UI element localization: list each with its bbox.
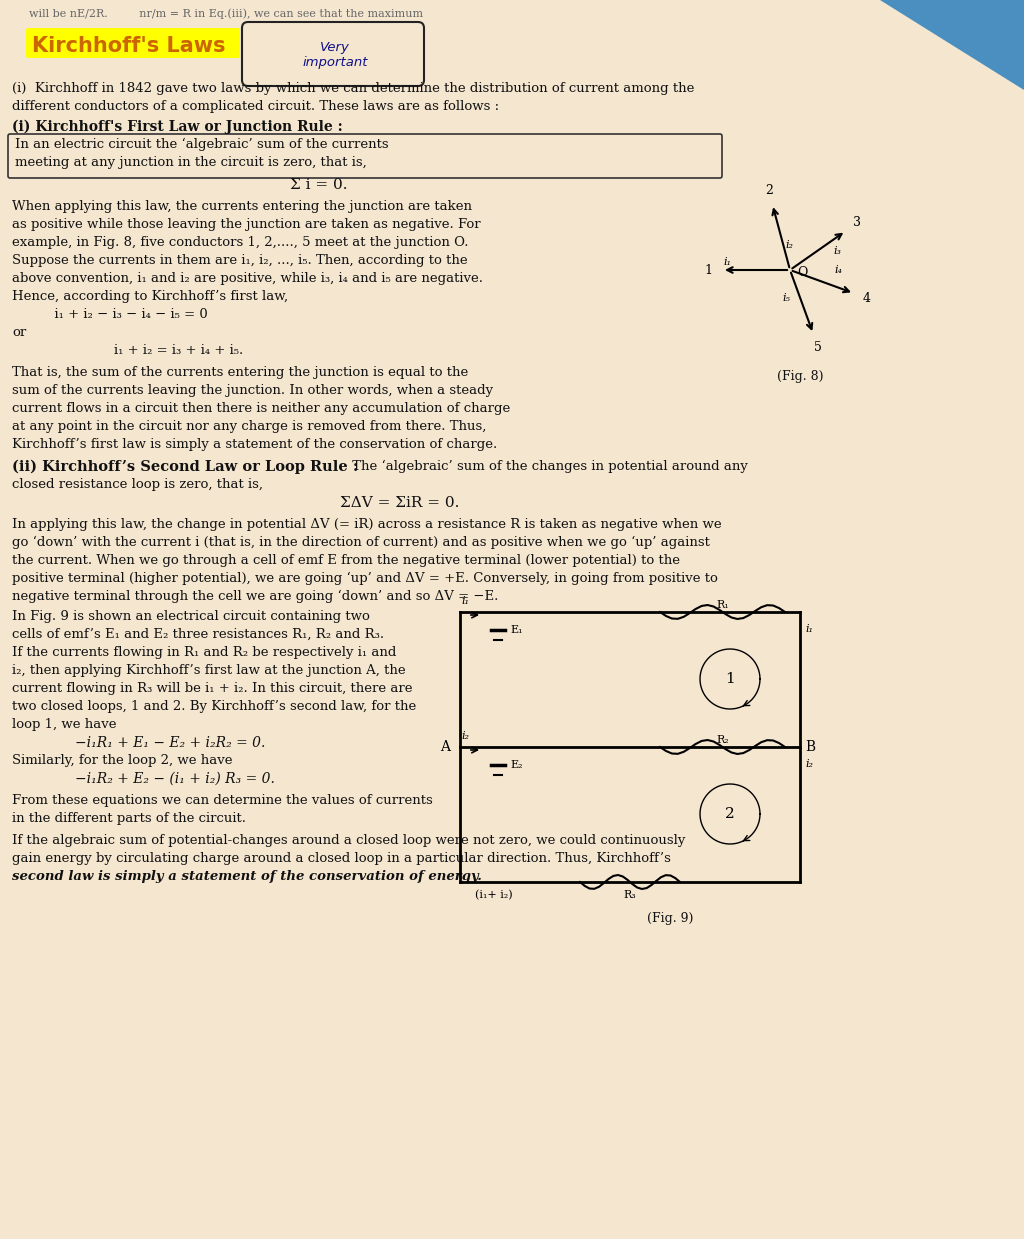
Text: From these equations we can determine the values of currents: From these equations we can determine th…: [12, 794, 433, 807]
Text: two closed loops, 1 and 2. By Kirchhoff’s second law, for the: two closed loops, 1 and 2. By Kirchhoff’…: [12, 700, 416, 712]
Text: E₁: E₁: [510, 624, 522, 636]
Text: Similarly, for the loop 2, we have: Similarly, for the loop 2, we have: [12, 755, 232, 767]
Text: R₃: R₃: [624, 890, 636, 900]
Text: Kirchhoff’s first law is simply a statement of the conservation of charge.: Kirchhoff’s first law is simply a statem…: [12, 439, 498, 451]
FancyBboxPatch shape: [26, 28, 240, 58]
Text: i₃: i₃: [834, 245, 842, 255]
Text: different conductors of a complicated circuit. These laws are as follows :: different conductors of a complicated ci…: [12, 100, 499, 113]
Text: B: B: [805, 740, 815, 755]
Text: E₂: E₂: [510, 760, 522, 769]
Text: In Fig. 9 is shown an electrical circuit containing two: In Fig. 9 is shown an electrical circuit…: [12, 610, 370, 623]
Text: i₁: i₁: [805, 624, 813, 634]
Text: In applying this law, the change in potential ΔV (= iR) across a resistance R is: In applying this law, the change in pote…: [12, 518, 722, 532]
Text: 4: 4: [863, 291, 871, 305]
Text: at any point in the circuit nor any charge is removed from there. Thus,: at any point in the circuit nor any char…: [12, 420, 486, 432]
Text: i₁ + i₂ − i₃ − i₄ − i₅ = 0: i₁ + i₂ − i₃ − i₄ − i₅ = 0: [12, 309, 208, 321]
Text: Kirchhoff's Laws: Kirchhoff's Laws: [32, 36, 225, 56]
Text: −i₁R₂ + E₂ − (i₁ + i₂) R₃ = 0.: −i₁R₂ + E₂ − (i₁ + i₂) R₃ = 0.: [75, 772, 274, 786]
Text: sum of the currents leaving the junction. In other words, when a steady: sum of the currents leaving the junction…: [12, 384, 494, 396]
Text: gain energy by circulating charge around a closed loop in a particular direction: gain energy by circulating charge around…: [12, 852, 671, 865]
Text: meeting at any junction in the circuit is zero, that is,: meeting at any junction in the circuit i…: [15, 156, 367, 169]
Text: 5: 5: [814, 341, 822, 353]
Text: loop 1, we have: loop 1, we have: [12, 717, 117, 731]
Text: (Fig. 9): (Fig. 9): [647, 912, 693, 926]
Text: If the currents flowing in R₁ and R₂ be respectively i₁ and: If the currents flowing in R₁ and R₂ be …: [12, 646, 396, 659]
Text: Very
important: Very important: [302, 41, 368, 69]
Text: ΣΔV = ΣiR = 0.: ΣΔV = ΣiR = 0.: [340, 496, 460, 510]
Text: Hence, according to Kirchhoff’s first law,: Hence, according to Kirchhoff’s first la…: [12, 290, 288, 304]
Text: (ii) Kirchhoff’s Second Law or Loop Rule :: (ii) Kirchhoff’s Second Law or Loop Rule…: [12, 460, 358, 475]
Text: (i₁+ i₂): (i₁+ i₂): [475, 890, 513, 901]
Text: i₂: i₂: [785, 239, 794, 249]
Text: 1: 1: [705, 264, 712, 276]
Text: i₁: i₁: [461, 596, 469, 606]
Text: i₂: i₂: [461, 731, 469, 741]
Text: will be nE/2R.         nr/m = R in Eq.(iii), we can see that the maximum: will be nE/2R. nr/m = R in Eq.(iii), we …: [8, 7, 423, 19]
Text: The ‘algebraic’ sum of the changes in potential around any: The ‘algebraic’ sum of the changes in po…: [348, 460, 748, 473]
Text: Suppose the currents in them are i₁, i₂, ..., i₅. Then, according to the: Suppose the currents in them are i₁, i₂,…: [12, 254, 468, 266]
Text: R₂: R₂: [716, 735, 729, 745]
Text: −i₁R₁ + E₁ − E₂ + i₂R₂ = 0.: −i₁R₁ + E₁ − E₂ + i₂R₂ = 0.: [75, 736, 265, 750]
Text: 2: 2: [725, 807, 735, 821]
Text: the current. When we go through a cell of emf E from the negative terminal (lowe: the current. When we go through a cell o…: [12, 554, 680, 567]
Text: current flowing in R₃ will be i₁ + i₂. In this circuit, there are: current flowing in R₃ will be i₁ + i₂. I…: [12, 681, 413, 695]
Text: or: or: [12, 326, 27, 339]
Text: 2: 2: [765, 185, 773, 197]
Text: i₁: i₁: [723, 256, 731, 266]
Text: negative terminal through the cell we are going ‘down’ and so ΔV = −E.: negative terminal through the cell we ar…: [12, 590, 499, 603]
Text: above convention, i₁ and i₂ are positive, while i₃, i₄ and i₅ are negative.: above convention, i₁ and i₂ are positive…: [12, 273, 483, 285]
Polygon shape: [880, 0, 1024, 90]
Text: i₅: i₅: [782, 294, 790, 304]
Text: example, in Fig. 8, five conductors 1, 2,...., 5 meet at the junction O.: example, in Fig. 8, five conductors 1, 2…: [12, 235, 469, 249]
Text: (Fig. 8): (Fig. 8): [777, 370, 823, 383]
Text: Σ i = 0.: Σ i = 0.: [290, 178, 347, 192]
Text: (i)  Kirchhoff in 1842 gave two laws by which we can determine the distribution : (i) Kirchhoff in 1842 gave two laws by w…: [12, 82, 694, 95]
Text: current flows in a circuit then there is neither any accumulation of charge: current flows in a circuit then there is…: [12, 401, 510, 415]
Text: in the different parts of the circuit.: in the different parts of the circuit.: [12, 812, 246, 825]
Text: i₂, then applying Kirchhoff’s first law at the junction A, the: i₂, then applying Kirchhoff’s first law …: [12, 664, 406, 676]
Text: positive terminal (higher potential), we are going ‘up’ and ΔV = +E. Conversely,: positive terminal (higher potential), we…: [12, 572, 718, 585]
Text: O: O: [797, 265, 807, 279]
Text: i₄: i₄: [835, 265, 843, 275]
Text: 3: 3: [853, 217, 861, 229]
Text: In an electric circuit the ‘algebraic’ sum of the currents: In an electric circuit the ‘algebraic’ s…: [15, 138, 389, 151]
Text: cells of emf’s E₁ and E₂ three resistances R₁, R₂ and R₃.: cells of emf’s E₁ and E₂ three resistanc…: [12, 628, 384, 641]
Text: 1: 1: [725, 672, 735, 686]
Text: second law is simply a statement of the conservation of energy.: second law is simply a statement of the …: [12, 870, 482, 883]
Text: closed resistance loop is zero, that is,: closed resistance loop is zero, that is,: [12, 478, 263, 491]
Text: A: A: [440, 740, 450, 755]
Text: R₁: R₁: [716, 600, 729, 610]
Text: That is, the sum of the currents entering the junction is equal to the: That is, the sum of the currents enterin…: [12, 366, 468, 379]
Text: When applying this law, the currents entering the junction are taken: When applying this law, the currents ent…: [12, 199, 472, 213]
Text: (i) Kirchhoff's First Law or Junction Rule :: (i) Kirchhoff's First Law or Junction Ru…: [12, 120, 343, 134]
Text: i₂: i₂: [805, 760, 813, 769]
Text: i₁ + i₂ = i₃ + i₄ + i₅.: i₁ + i₂ = i₃ + i₄ + i₅.: [12, 344, 244, 357]
Text: If the algebraic sum of potential-changes around a closed loop were not zero, we: If the algebraic sum of potential-change…: [12, 834, 685, 847]
Text: go ‘down’ with the current i (that is, in the direction of current) and as posit: go ‘down’ with the current i (that is, i…: [12, 536, 710, 549]
Text: as positive while those leaving the junction are taken as negative. For: as positive while those leaving the junc…: [12, 218, 480, 230]
